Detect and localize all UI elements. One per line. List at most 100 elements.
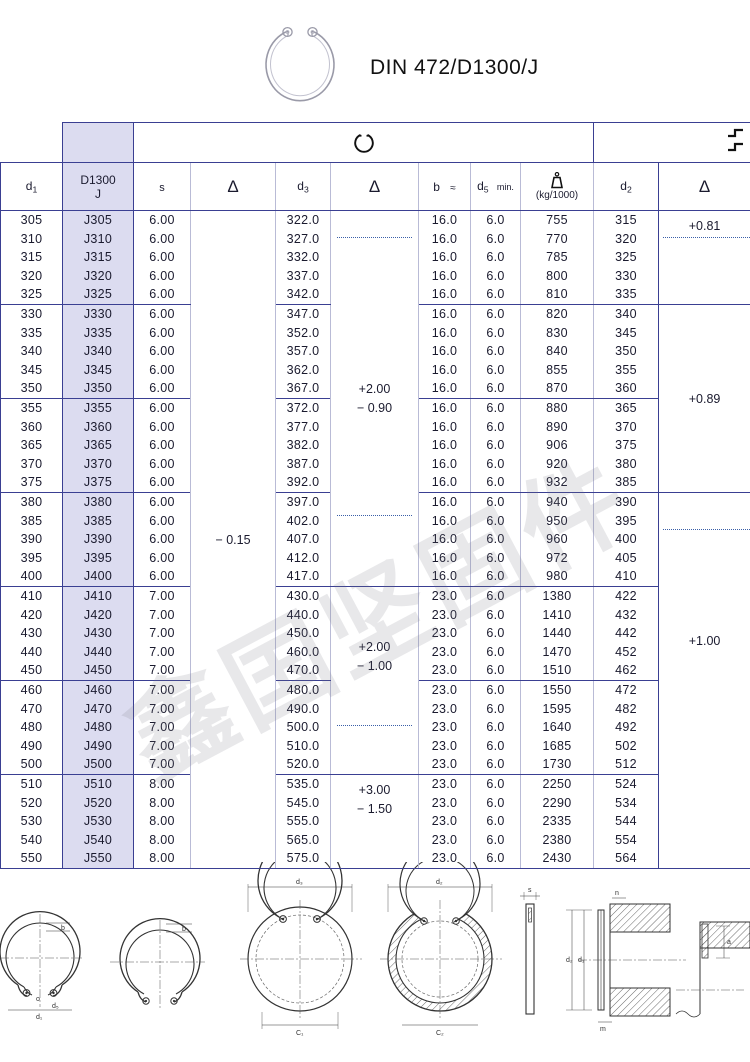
diagram-ring-open-1: b d₁ d₅ o [0, 911, 82, 1021]
cell-d1: 510 520 530 540 550 [0, 774, 63, 869]
cell-b: 16.0 16.0 16.0 16.0 16.0 [418, 304, 471, 399]
cell-d3: 347.0 352.0 357.0 362.0 367.0 [275, 304, 331, 399]
col-header-d1-label: d [25, 178, 33, 193]
table-block-4: 380 385 390 395 400 J380 J385 J390 J395 … [0, 492, 750, 869]
cell-weight: 940 950 960 972 980 [519, 492, 595, 587]
banner-blank-d1 [1, 123, 63, 163]
cell-d3: 480.0 490.0 500.0 510.0 520.0 [275, 680, 331, 775]
cell-d5: 6.0 6.0 6.0 6.0 6.0 [470, 774, 521, 869]
cell-b: 16.0 16.0 16.0 16.0 16.0 [418, 492, 471, 587]
cell-b: 16.0 16.0 16.0 16.0 16.0 [418, 210, 471, 305]
col-header-d5-min: min. [496, 181, 514, 192]
retaining-ring-icon [265, 26, 335, 102]
cell-s: 6.00 6.00 6.00 6.00 6.00 [133, 210, 191, 305]
diagram-ring-in-bore: d₃ C₁ [240, 862, 362, 1037]
col-header-delta-d2: Δ [658, 162, 750, 211]
cell-weight: 1550 1595 1640 1685 1730 [519, 680, 595, 775]
cell-delta-d2-c: +1.00 [658, 492, 750, 869]
col-header-d1300: D1300 J [62, 162, 134, 211]
cell-d1300: J510 J520 J530 J540 J550 [62, 774, 134, 869]
delta-d3-value-b: +2.00 − 1.00 [356, 639, 393, 673]
retaining-ring-icon [353, 133, 374, 153]
table-block-3: 355 360 365 370 375 J355 J360 J365 J370 … [0, 398, 750, 493]
cell-weight: 2250 2290 2335 2380 2430 [519, 774, 595, 869]
diagram-ring-section: d₂ C₂ [380, 862, 502, 1037]
diagram-groove-install: d₂ d₁ m n [566, 890, 686, 1033]
table-block-6: 460 470 480 490 500 J460 J470 J480 J490 … [0, 680, 750, 775]
weight-icon [551, 172, 563, 189]
delta-s-value: − 0.15 [215, 532, 251, 547]
col-header-d3-label: d [297, 178, 304, 193]
col-header-d1300-sub: J [95, 186, 101, 201]
cell-d1: 410 420 430 440 450 [0, 586, 63, 681]
column-header-row: d1 D1300 J s Δ d3 Δ b ≈ d5 [0, 162, 750, 211]
cell-d2: 315 320 325 330 335 [593, 210, 660, 305]
cell-weight: 1380 1410 1440 1470 1510 [519, 586, 595, 681]
col-header-delta-d3-label: Δ [368, 176, 381, 196]
col-header-b-approx: ≈ [450, 182, 456, 194]
cell-d5: 6.0 6.0 6.0 6.0 6.0 [470, 492, 521, 587]
delta-d2-dotted-rule-b [663, 529, 750, 530]
diagram-strip: b d₁ d₅ o b d₃ [0, 862, 750, 1062]
cell-b: 16.0 16.0 16.0 16.0 16.0 [418, 398, 471, 493]
cell-delta-d2-a: +0.81 [658, 210, 750, 305]
cell-delta-d3-a: +2.00 − 0.90 [330, 210, 419, 587]
cell-d3: 397.0 402.0 407.0 412.0 417.0 [275, 492, 331, 587]
cell-s: 7.00 7.00 7.00 7.00 7.00 [133, 680, 191, 775]
dim-label-d1-sec: d₁ [578, 957, 585, 964]
col-header-s: s [133, 162, 191, 211]
cell-d2: 340 345 350 355 360 [593, 304, 660, 399]
col-header-d1300-label: D1300 [80, 172, 116, 187]
dim-label-d5: d₅ [52, 1003, 59, 1010]
delta-d3-dotted-rule-c [337, 725, 412, 726]
dim-label-b-2: b [182, 926, 186, 933]
diagram-edge-view: s [520, 887, 540, 1015]
cell-s: 6.00 6.00 6.00 6.00 6.00 [133, 304, 191, 399]
cell-weight: 820 830 840 855 870 [519, 304, 595, 399]
col-header-delta-s: Δ [190, 162, 276, 211]
cell-d5: 6.0 6.0 6.0 6.0 6.0 [470, 680, 521, 775]
diagram-svg: b d₁ d₅ o b d₃ [0, 862, 750, 1037]
dim-label-n: n [615, 890, 619, 897]
header-banner-row [1, 122, 750, 163]
cell-b: 23.0 23.0 23.0 23.0 23.0 [418, 586, 471, 681]
cell-delta-s: − 0.15 [190, 210, 276, 869]
delta-d2-value-a: +0.81 [688, 219, 721, 233]
diagram-corner-detail: a [675, 921, 750, 1018]
groove-section-icon [728, 128, 744, 152]
dim-label-d3: d₃ [296, 879, 303, 886]
col-header-b: b ≈ [418, 162, 471, 211]
col-header-d2-sub: 2 [626, 184, 632, 195]
cell-d2: 524 534 544 554 564 [593, 774, 660, 869]
cell-d1: 380 385 390 395 400 [0, 492, 63, 587]
cell-delta-d3-c: +3.00 − 1.50 [330, 774, 419, 869]
banner-groove-group [593, 122, 750, 163]
cell-d1300: J380 J385 J390 J395 J400 [62, 492, 134, 587]
cell-d1300: J305 J310 J315 J320 J325 [62, 210, 134, 305]
cell-d5: 6.0 6.0 6.0 6.0 6.0 [470, 304, 521, 399]
cell-d3: 372.0 377.0 382.0 387.0 392.0 [275, 398, 331, 493]
cell-d3: 535.0 545.0 555.0 565.0 575.0 [275, 774, 331, 869]
col-header-d3: d3 [275, 162, 331, 211]
cell-d1300: J330 J335 J340 J345 J350 [62, 304, 134, 399]
delta-d3-value-c: +3.00 − 1.50 [356, 783, 393, 816]
dim-label-d2: d₂ [436, 879, 443, 886]
delta-d3-dotted-rule-a [337, 237, 412, 238]
title-area: DIN 472/D1300/J [0, 0, 750, 122]
table-block-7: 510 520 530 540 550 J510 J520 J530 J540 … [0, 774, 750, 869]
col-header-delta-d2-label: Δ [698, 176, 711, 196]
dim-label-d2-sec: d₂ [566, 957, 573, 964]
col-header-d5-sub: 5 [483, 184, 489, 195]
table-block-5: 410 420 430 440 450 J410 J420 J430 J440 … [0, 586, 750, 775]
col-header-s-label: s [159, 181, 165, 194]
table-block-1: 305 310 315 320 325 J305 J310 J315 J320 … [0, 210, 750, 869]
dim-label-s: s [528, 887, 532, 894]
cell-d1300: J460 J470 J480 J490 J500 [62, 680, 134, 775]
banner-blank-d1300 [62, 122, 134, 163]
dim-label-c2: C₂ [436, 1030, 444, 1037]
dim-label-angle: o [36, 996, 40, 1003]
col-header-d5: d5 min. [470, 162, 521, 211]
col-header-weight: (kg/1000) [519, 162, 595, 211]
page-title: DIN 472/D1300/J [370, 56, 539, 79]
cell-d2: 472 482 492 502 512 [593, 680, 660, 775]
